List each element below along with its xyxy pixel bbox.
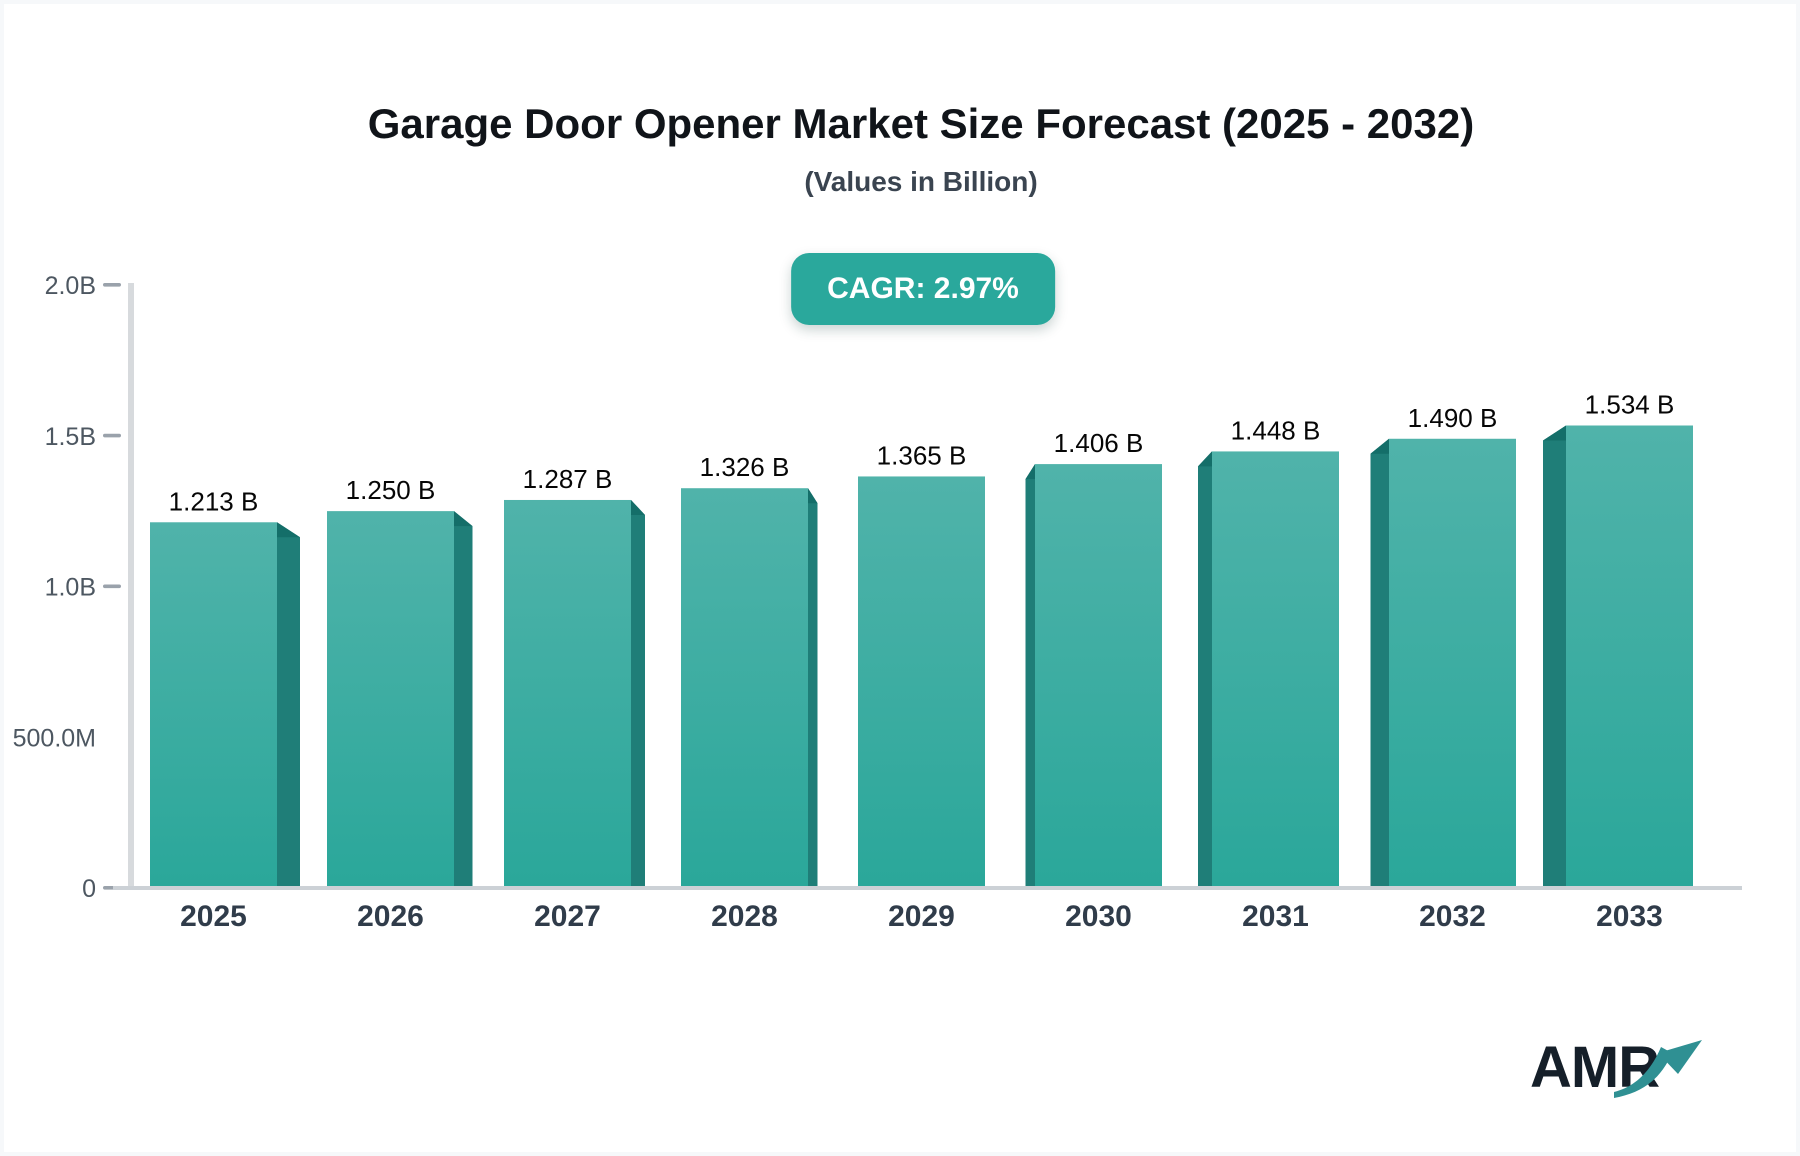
x-axis-label: 2025 [180, 900, 247, 933]
bar-side-bevel [277, 522, 300, 538]
bar-side-bevel [1543, 425, 1566, 441]
bar-side-bevel [1198, 451, 1212, 467]
y-axis-tick-dash [103, 283, 121, 287]
x-axis-label: 2032 [1419, 900, 1486, 933]
bar-value-label: 1.326 B [700, 452, 790, 482]
bar-value-label: 1.213 B [169, 486, 259, 516]
bar-side [1543, 425, 1566, 888]
bar [858, 476, 985, 888]
bar-side-bevel [631, 499, 645, 515]
y-axis-tick-label: 1.0B [45, 574, 96, 602]
bar [1035, 464, 1162, 888]
bar [504, 499, 631, 888]
y-axis-tick-label: 0 [82, 875, 96, 903]
cagr-badge: CAGR: 2.97% [791, 253, 1055, 325]
bar-side-bevel [808, 488, 818, 504]
bar [1389, 438, 1516, 888]
y-axis-line [128, 283, 134, 890]
bar-value-label: 1.250 B [346, 475, 436, 505]
x-axis-label: 2029 [888, 900, 955, 933]
bar [1566, 425, 1693, 888]
bar-value-label: 1.490 B [1408, 403, 1498, 433]
x-axis-label: 2030 [1065, 900, 1132, 933]
bar-side [808, 488, 818, 888]
bar-side-bevel [1370, 438, 1389, 454]
y-axis-tick-label: 1.5B [45, 423, 96, 451]
amr-logo-arrow-icon [1614, 1040, 1702, 1098]
y-axis-tick-dash [103, 584, 121, 589]
bar [327, 511, 454, 888]
y-axis-tick-label: 500.0M [13, 724, 96, 752]
bar-side-bevel [454, 511, 473, 527]
bar-side [277, 522, 300, 888]
y-axis-tick-dash [103, 433, 121, 438]
y-axis-tick-label: 2.0B [45, 272, 96, 300]
bar-side [1370, 438, 1389, 888]
bar [681, 488, 808, 888]
x-axis-label: 2028 [711, 900, 778, 933]
bar-side [454, 511, 473, 888]
bar-side [1198, 451, 1212, 888]
bar-value-label: 1.365 B [877, 440, 967, 470]
x-axis-line [113, 886, 1742, 890]
bar-value-label: 1.287 B [523, 464, 613, 494]
bar-value-label: 1.448 B [1231, 415, 1321, 445]
chart-subtitle: (Values in Billion) [804, 166, 1038, 197]
bar-side [631, 499, 645, 888]
bar-side [1025, 464, 1035, 888]
x-axis-label: 2031 [1242, 900, 1309, 933]
bar-value-label: 1.534 B [1585, 389, 1675, 419]
bar [150, 522, 277, 888]
x-axis-label: 2026 [357, 900, 424, 933]
x-axis-label: 2027 [534, 900, 601, 933]
bar-side-bevel [1025, 464, 1035, 480]
x-axis-label: 2033 [1596, 900, 1663, 933]
chart-title: Garage Door Opener Market Size Forecast … [367, 100, 1475, 147]
amr-logo: AMR [1530, 1034, 1710, 1114]
bar-value-label: 1.406 B [1054, 428, 1144, 458]
bar [1212, 451, 1339, 888]
